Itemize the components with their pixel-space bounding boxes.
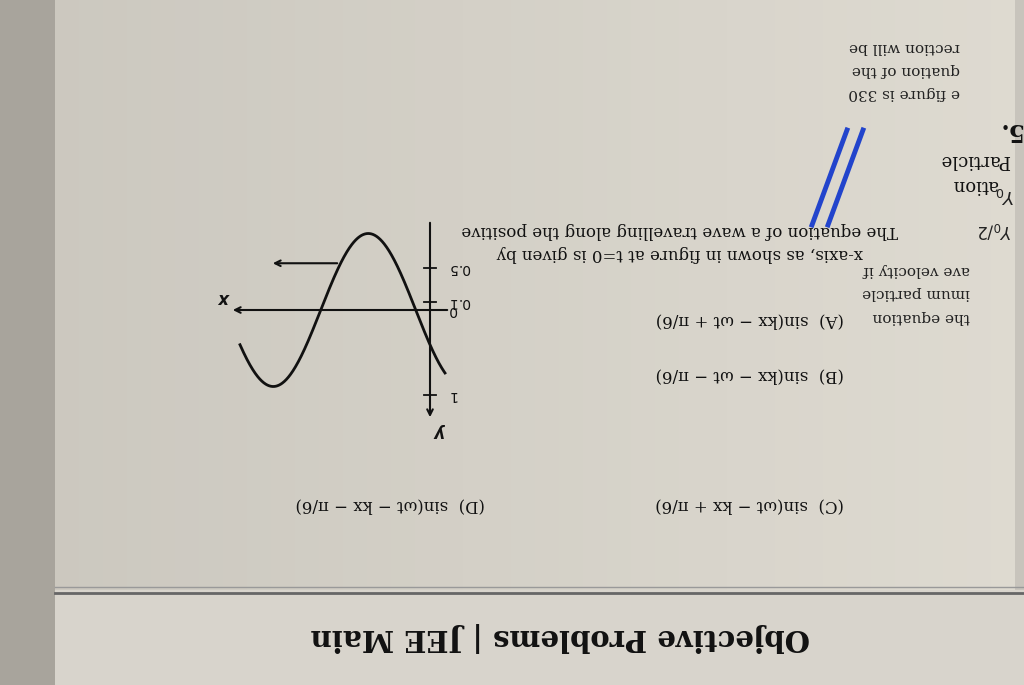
Text: $\mathit{Y_0/2}$: $\mathit{Y_0/2}$ <box>978 220 1012 240</box>
Text: Objective Problems | JEE Main: Objective Problems | JEE Main <box>310 622 810 652</box>
Bar <box>223 0 247 685</box>
Bar <box>727 0 751 685</box>
Text: imum particle: imum particle <box>862 286 970 300</box>
Bar <box>679 0 703 685</box>
Text: The equation of a wave travelling along the positive: The equation of a wave travelling along … <box>462 221 898 238</box>
Bar <box>199 0 223 685</box>
Text: (A)  sin(kx − ωt + π/6): (A) sin(kx − ωt + π/6) <box>656 312 844 329</box>
Bar <box>775 0 799 685</box>
Bar <box>871 0 895 685</box>
Bar <box>847 0 871 685</box>
Bar <box>247 0 271 685</box>
Bar <box>583 0 607 685</box>
Bar <box>655 0 679 685</box>
Text: y: y <box>434 423 445 441</box>
Text: ave velocity if: ave velocity if <box>863 263 970 277</box>
Bar <box>415 0 439 685</box>
Bar <box>895 0 919 685</box>
Text: rection will be: rection will be <box>849 40 961 54</box>
Bar <box>607 0 631 685</box>
Bar <box>487 0 511 685</box>
Text: e figure is 330: e figure is 330 <box>848 86 961 100</box>
Text: (B)  sin(kx − ωt − π/6): (B) sin(kx − ωt − π/6) <box>655 366 844 384</box>
Bar <box>535 0 559 685</box>
Bar <box>367 0 391 685</box>
Text: 5.: 5. <box>997 118 1022 142</box>
Bar <box>823 0 847 685</box>
Text: the equation: the equation <box>872 310 970 324</box>
Bar <box>439 0 463 685</box>
Text: ation: ation <box>952 176 998 194</box>
Text: x-axis, as shown in figure at t=0 is given by: x-axis, as shown in figure at t=0 is giv… <box>497 245 863 262</box>
Bar <box>79 0 103 685</box>
Bar <box>127 0 151 685</box>
Bar <box>919 0 943 685</box>
Text: 0.5: 0.5 <box>449 260 470 275</box>
Bar <box>751 0 775 685</box>
Bar <box>967 0 991 685</box>
Text: (C)  sin(ωt − kx + π/6): (C) sin(ωt − kx + π/6) <box>655 497 845 514</box>
Bar <box>991 0 1015 685</box>
Bar <box>55 0 79 685</box>
Text: 0: 0 <box>449 303 457 317</box>
Bar <box>319 0 343 685</box>
Bar <box>703 0 727 685</box>
Bar <box>631 0 655 685</box>
Text: 0.1: 0.1 <box>449 295 470 308</box>
Text: x: x <box>219 289 230 307</box>
Bar <box>295 0 319 685</box>
Bar <box>55 590 1024 685</box>
Bar <box>175 0 199 685</box>
Bar <box>343 0 367 685</box>
Text: Particle: Particle <box>940 151 1011 169</box>
Bar <box>391 0 415 685</box>
Bar <box>511 0 535 685</box>
Text: (D)  sin(ωt − kx − π/6): (D) sin(ωt − kx − π/6) <box>295 497 484 514</box>
Bar <box>799 0 823 685</box>
Bar <box>0 0 55 685</box>
Bar <box>151 0 175 685</box>
Bar <box>271 0 295 685</box>
Bar <box>559 0 583 685</box>
Text: quation of the: quation of the <box>852 63 961 77</box>
Bar <box>103 0 127 685</box>
Bar <box>463 0 487 685</box>
Text: 1: 1 <box>449 388 457 402</box>
Bar <box>943 0 967 685</box>
Text: $\mathit{Y_0}$: $\mathit{Y_0}$ <box>995 185 1015 205</box>
